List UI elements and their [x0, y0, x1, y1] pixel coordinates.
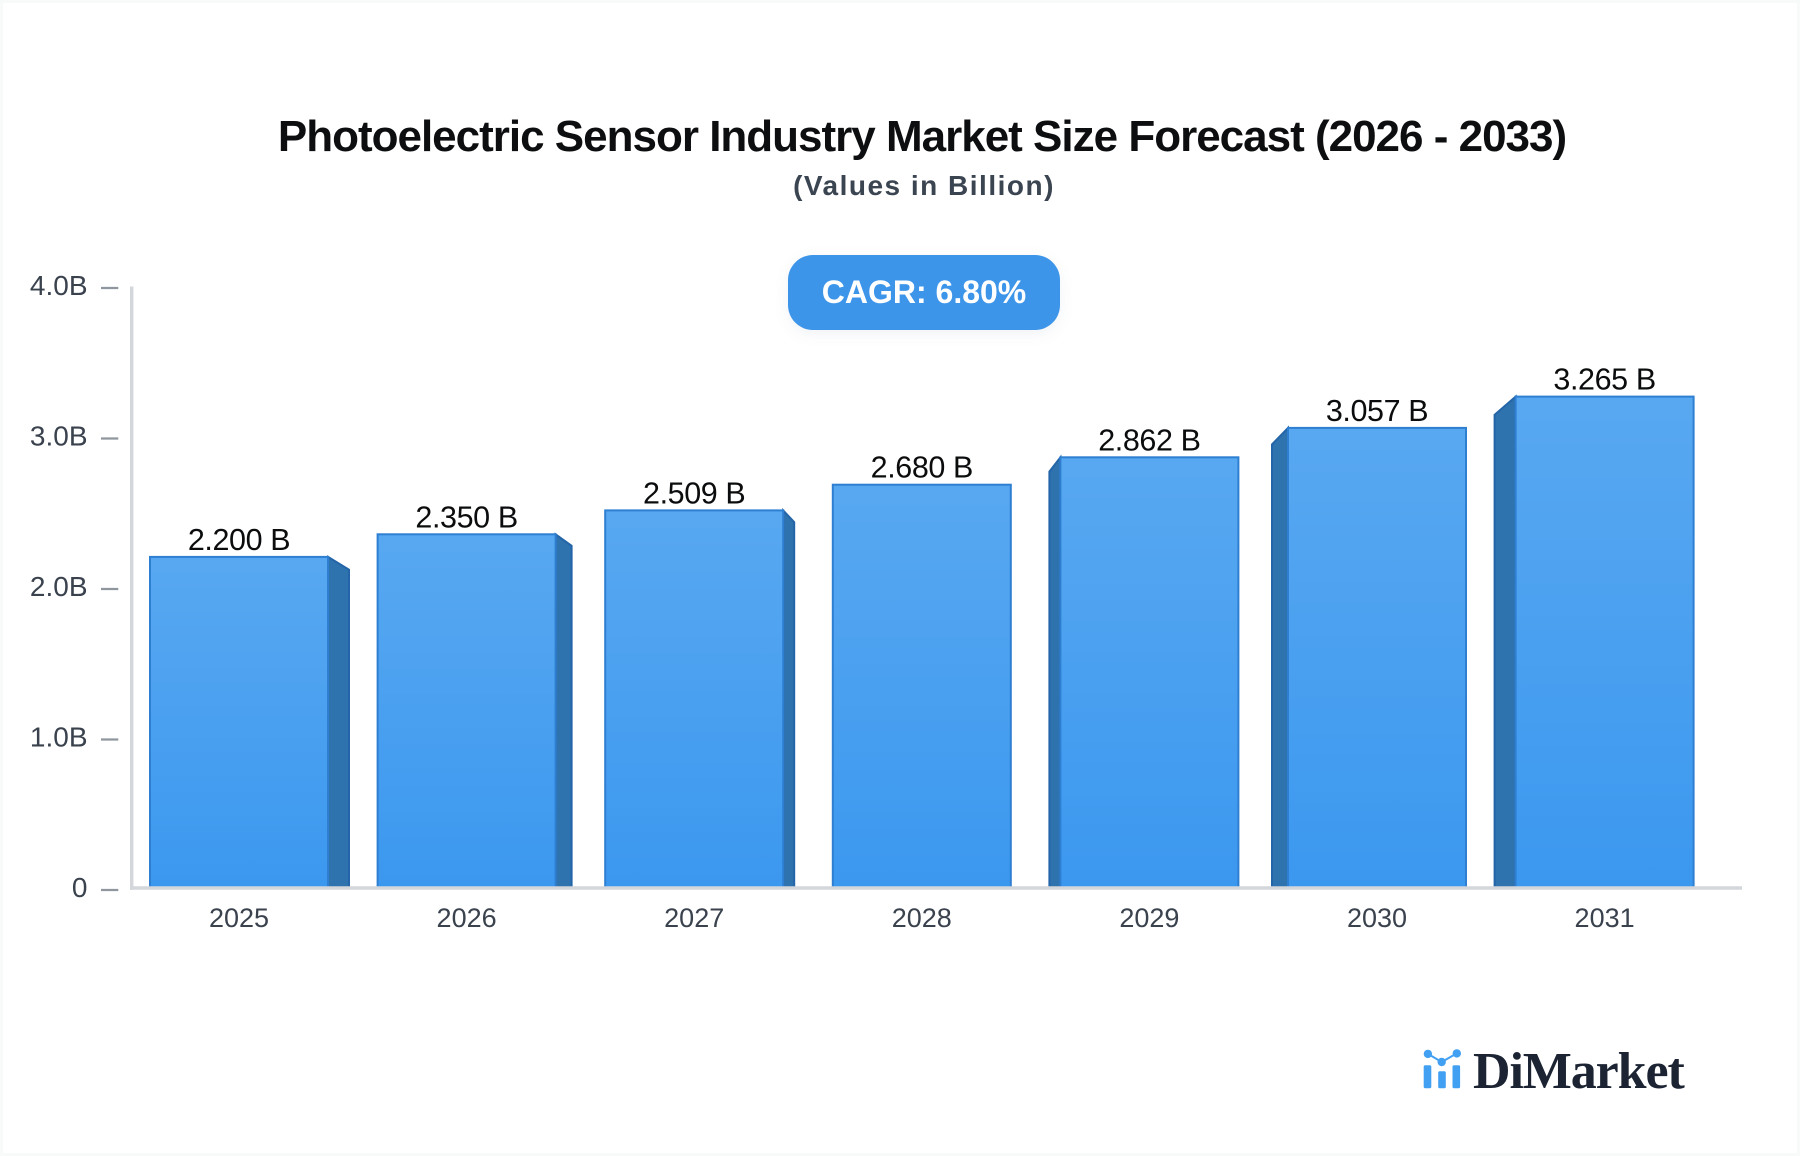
svg-text:4.0B: 4.0B [30, 270, 88, 301]
svg-text:2027: 2027 [664, 903, 724, 933]
svg-text:3.057 B: 3.057 B [1326, 394, 1428, 428]
svg-text:2030: 2030 [1347, 903, 1407, 933]
svg-text:0: 0 [72, 872, 88, 903]
svg-text:CAGR: 6.80%: CAGR: 6.80% [822, 274, 1027, 310]
svg-text:2.680 B: 2.680 B [871, 451, 973, 485]
svg-text:2028: 2028 [892, 903, 952, 933]
svg-text:2.862 B: 2.862 B [1098, 423, 1200, 457]
svg-text:2029: 2029 [1119, 903, 1179, 933]
svg-text:2031: 2031 [1575, 903, 1635, 933]
svg-text:Photoelectric Sensor Industry: Photoelectric Sensor Industry Market Siz… [278, 112, 1566, 161]
svg-text:3.0B: 3.0B [30, 420, 88, 451]
svg-text:2.200 B: 2.200 B [188, 523, 290, 557]
svg-text:(Values in Billion): (Values in Billion) [793, 170, 1055, 201]
svg-text:2025: 2025 [209, 903, 269, 933]
svg-text:2026: 2026 [437, 903, 497, 933]
svg-text:2.0B: 2.0B [30, 571, 88, 602]
svg-text:DiMarket: DiMarket [1473, 1043, 1685, 1100]
svg-text:1.0B: 1.0B [30, 721, 88, 752]
svg-text:2.350 B: 2.350 B [415, 500, 517, 534]
svg-text:3.265 B: 3.265 B [1553, 363, 1655, 397]
svg-text:2.509 B: 2.509 B [643, 476, 745, 510]
